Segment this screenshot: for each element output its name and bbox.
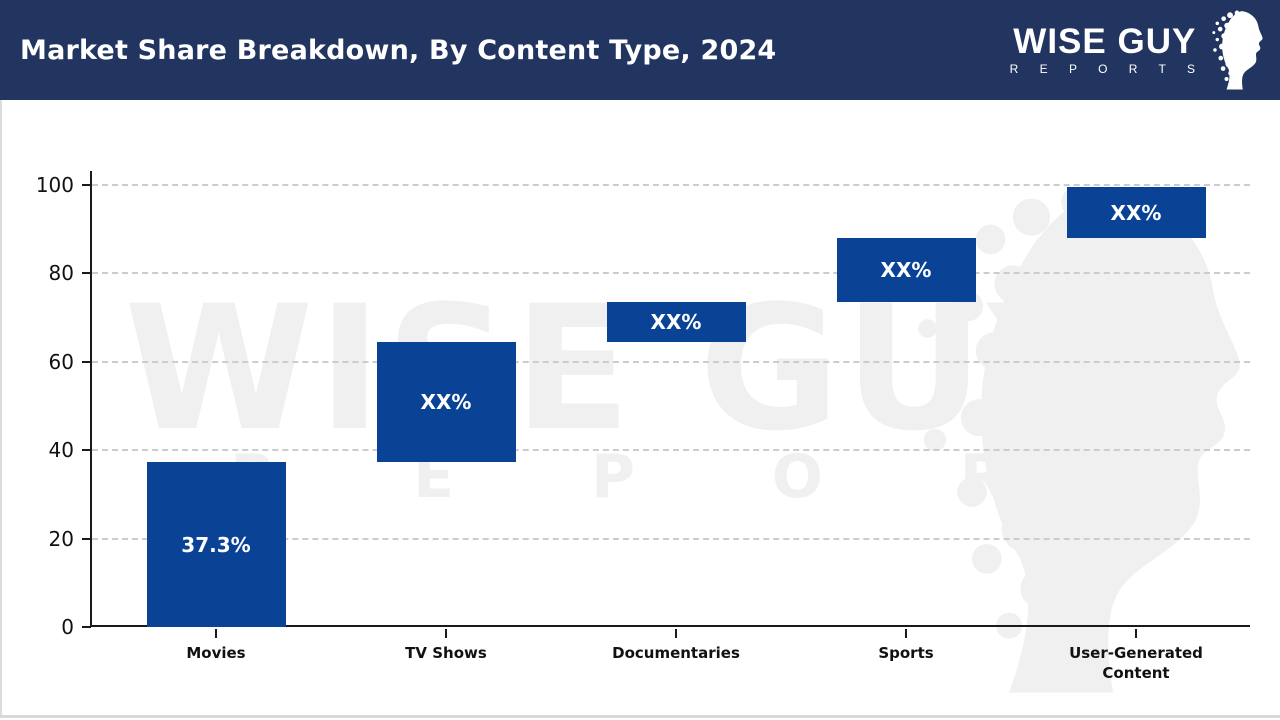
plot-area: 0 20 40 60 80 100 37.3% XX% XX% XX% XX% Movies TV Sh… [36,171,1250,682]
bottom-border [0,715,1280,718]
x-axis-tick [445,629,447,638]
y-axis-tick [82,360,91,363]
y-axis-tick-label: 100 [35,173,74,197]
x-axis-label-user-generated-content: User-Generated Content [1069,644,1203,683]
x-axis-label-movies: Movies [186,644,246,662]
x-axis-label-tv-shows: TV Shows [405,644,487,662]
chart-area: WISE GUY R E P O R T S 02040608010037.3%… [0,100,1280,717]
y-axis-tick-label: 80 [48,261,74,286]
y-axis-tick-label: 40 [48,438,74,463]
y-axis-tick-label: 20 [48,526,74,551]
bar-user-generated-content: XX% [1066,187,1206,239]
x-axis-tick [675,629,677,638]
gridline-20 [92,537,1250,540]
x-axis-tick [1135,629,1137,638]
x-axis-tick [215,629,217,638]
y-axis-tick [82,449,91,452]
x-axis-label-sports: Sports [878,644,934,662]
brand-name: WISE GUY [1013,22,1197,61]
y-axis-tick [82,537,91,540]
gridline-60 [92,360,1250,363]
brand-logo: WISE GUY R E P O R T S [1006,9,1266,91]
bar-value-label: 37.3% [181,532,251,557]
brand-text: WISE GUY R E P O R T S [1006,24,1204,76]
y-axis-tick-label: 60 [48,349,74,374]
x-axis-tick [905,629,907,638]
bar-sports: XX% [836,238,976,303]
bar-value-label: XX% [1110,200,1162,225]
bar-movies: 37.3% [146,462,286,627]
bar-documentaries: XX% [606,302,746,342]
bar-value-label: XX% [420,390,472,415]
header: Market Share Breakdown, By Content Type,… [0,0,1280,100]
gridline-100 [92,184,1250,186]
brand-face-icon [1212,10,1263,90]
gridline-80 [92,272,1250,275]
bar-value-label: XX% [650,310,702,334]
y-axis-tick-label: 0 [61,615,74,639]
gridline-40 [92,449,1250,452]
page-title: Market Share Breakdown, By Content Type,… [20,34,777,66]
y-axis-tick [82,272,91,275]
brand-subtitle: R E P O R T S [1009,62,1204,76]
bar-value-label: XX% [880,258,932,283]
bar-tv-shows: XX% [376,341,516,463]
y-axis-tick [82,184,91,186]
y-axis-tick [82,626,91,628]
x-axis-label-documentaries: Documentaries [612,644,740,662]
